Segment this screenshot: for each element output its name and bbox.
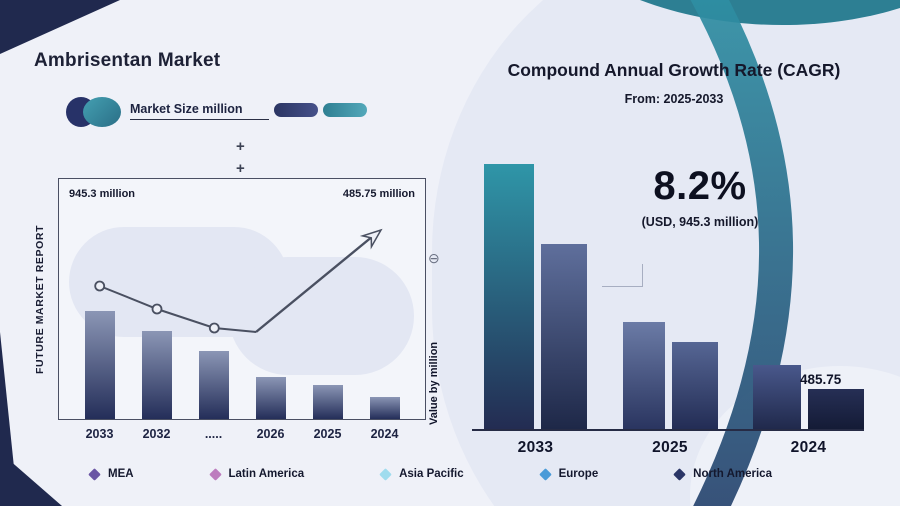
plus-icon: + bbox=[236, 160, 245, 177]
legend-item-latin-america: Latin America bbox=[208, 467, 305, 481]
market-size-legend-label: Market Size million bbox=[130, 102, 269, 120]
cagr-usd-note: (USD, 945.3 million) bbox=[641, 215, 759, 229]
cagr-value-block: 8.2% (USD, 945.3 million) bbox=[588, 164, 812, 229]
diamond-marker-icon bbox=[208, 467, 222, 481]
left-bar-slot: 2033 bbox=[84, 179, 115, 441]
left-bar-..... bbox=[198, 351, 229, 419]
cagr-title: Compound Annual Growth Rate (CAGR) bbox=[507, 60, 841, 80]
left-x-label: 2024 bbox=[370, 427, 399, 441]
pill-teal-half bbox=[83, 97, 121, 127]
annotation-485: 485.75 million bbox=[342, 188, 415, 200]
right-x-label: 2025 bbox=[652, 439, 688, 456]
navy-edge-left bbox=[0, 332, 18, 506]
diamond-marker-icon bbox=[538, 467, 552, 481]
legend-item-mea: MEA bbox=[88, 467, 134, 481]
left-bar-slot: ..... bbox=[198, 179, 229, 441]
right-x-label: 2033 bbox=[517, 439, 554, 456]
plus-icon: + bbox=[236, 138, 245, 155]
right-bar-group-2033: 2033 bbox=[484, 164, 587, 456]
left-x-label: 2026 bbox=[256, 427, 285, 441]
left-bar-2025 bbox=[312, 385, 343, 419]
mini-pill-navy bbox=[274, 103, 318, 117]
annotation-945: 945.3 million bbox=[69, 188, 136, 200]
right-x-label: 2024 bbox=[790, 439, 827, 456]
left-bar-slot: 2024 bbox=[369, 179, 400, 441]
right-bar-2025-series-2 bbox=[671, 342, 718, 429]
left-bar-slot: 2026 bbox=[255, 179, 286, 441]
legend-item-asia-pacific: Asia Pacific bbox=[379, 467, 464, 481]
left-x-label: 2032 bbox=[142, 427, 171, 441]
left-x-label: 2025 bbox=[313, 427, 342, 441]
cagr-percentage: 8.2% bbox=[653, 164, 747, 208]
right-bar-2025-series-1 bbox=[622, 322, 665, 429]
right-bar-2024-series-2 bbox=[808, 389, 864, 429]
left-bar-2033 bbox=[84, 311, 115, 419]
navy-corner-top-left bbox=[0, 0, 120, 54]
left-x-label: 2033 bbox=[85, 427, 114, 441]
annotation-2024-value: 485.75 bbox=[800, 372, 842, 387]
left-bar-2032 bbox=[141, 331, 172, 419]
left-bar-slot: 2032 bbox=[141, 179, 172, 441]
left-chart-title: Ambrisentan Market bbox=[34, 50, 221, 71]
left-bars-area: 2033 2032..... 2026 2025 2024 bbox=[59, 179, 425, 441]
legend-label: MEA bbox=[108, 468, 134, 480]
legend-label: Europe bbox=[558, 468, 599, 480]
right-bar-2024-series-1 bbox=[753, 365, 801, 429]
right-bar-2033-series-2 bbox=[541, 244, 587, 429]
left-vertical-axis-label: FUTURE MARKET REPORT bbox=[34, 224, 46, 374]
legend-item-europe: Europe bbox=[538, 467, 599, 481]
legend-label: North America bbox=[693, 468, 772, 480]
left-bar-slot: 2025 bbox=[312, 179, 343, 441]
right-bar-group-2025: 2025 bbox=[622, 322, 718, 456]
right-vertical-axis-label: Value by million bbox=[428, 341, 440, 425]
legend-item-north-america: North America bbox=[673, 467, 772, 481]
legend-label: Asia Pacific bbox=[399, 468, 464, 480]
diamond-marker-icon bbox=[379, 467, 392, 481]
left-bar-2024 bbox=[369, 397, 400, 419]
navy-corner-bottom-left bbox=[0, 452, 62, 506]
cagr-subtitle: From: 2025-2033 bbox=[624, 92, 724, 106]
left-bar-chart: 945.3 million 485.75 million 2033 2032...… bbox=[58, 178, 426, 441]
mini-pill-teal bbox=[323, 103, 367, 117]
left-bar-2026 bbox=[255, 377, 286, 419]
left-x-label: ..... bbox=[204, 427, 223, 441]
market-size-pill-icon bbox=[66, 96, 124, 128]
diamond-marker-icon bbox=[673, 467, 687, 481]
legend-label: Latin America bbox=[228, 468, 305, 480]
diamond-marker-icon bbox=[88, 467, 101, 481]
region-legend: MEA Latin America Asia Pacific Europe North … bbox=[88, 464, 772, 484]
right-bar-2033-series-1 bbox=[484, 164, 534, 429]
